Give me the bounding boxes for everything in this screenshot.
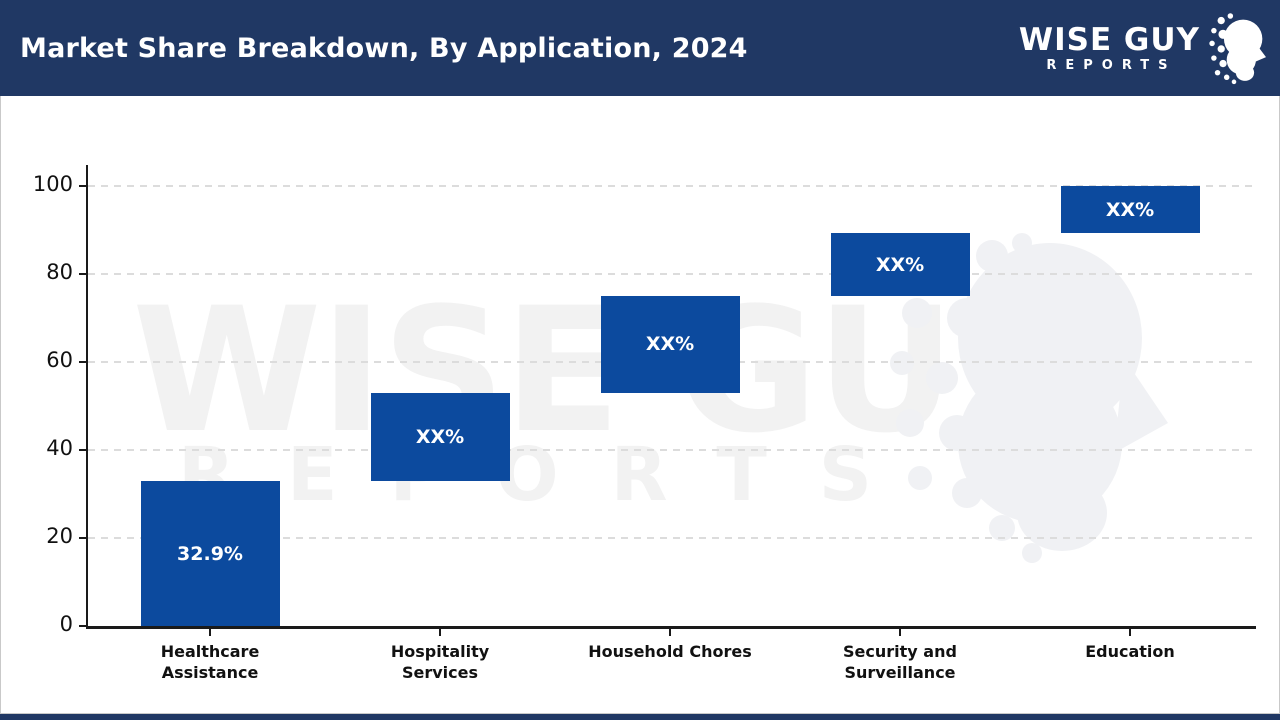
bar-value-label: XX%: [415, 426, 465, 449]
y-tick-label: 20: [46, 524, 73, 548]
page-title: Market Share Breakdown, By Application, …: [20, 32, 748, 64]
y-tick-mark: [79, 537, 88, 539]
y-tick-mark: [79, 185, 88, 187]
bar-value-label: 32.9%: [177, 542, 243, 565]
x-category-label-security-and-surveillance: Security and Surveillance: [790, 641, 1010, 683]
y-tick-label: 40: [46, 436, 73, 460]
gridline-100: [88, 185, 1256, 187]
gridline-80: [88, 273, 1256, 275]
x-category-label-line: Security and: [843, 642, 957, 661]
y-tick-label: 80: [46, 260, 73, 284]
bar-value-label: XX%: [645, 333, 695, 356]
x-category-label-line: Hospitality: [390, 642, 490, 661]
y-tick-mark: [79, 273, 88, 275]
x-category-label-household-chores: Household Chores: [560, 641, 780, 662]
x-tick-mark: [439, 629, 441, 636]
x-category-label-line: Household Chores: [588, 642, 752, 661]
gridline-20: [88, 537, 1256, 539]
x-category-label-education: Education: [1020, 641, 1240, 662]
y-tick-mark: [79, 361, 88, 363]
x-tick-mark: [669, 629, 671, 636]
x-category-label-healthcare-assistance: Healthcare Assistance: [100, 641, 320, 683]
bar-value-label: XX%: [1105, 198, 1155, 221]
bar-education: XX%: [1060, 186, 1200, 234]
bar-security-and-surveillance: XX%: [830, 233, 970, 296]
footer-bar: [0, 714, 1280, 720]
y-axis-line: [86, 165, 88, 629]
x-tick-mark: [1129, 629, 1131, 636]
x-category-label-line: Services: [401, 663, 479, 682]
x-axis-line: [86, 626, 1256, 629]
bar-household-chores: XX%: [600, 296, 740, 393]
wise-guy-reports-logo: WISE GUY REPORTS: [1019, 8, 1266, 88]
header-bar: Market Share Breakdown, By Application, …: [0, 0, 1280, 96]
logo-wiseguy-text: WISE GUY: [1018, 22, 1200, 58]
y-tick-label: 0: [59, 612, 73, 636]
x-category-label-line: Assistance: [161, 663, 259, 682]
x-category-label-line: Surveillance: [844, 663, 956, 682]
logo-reports-text: REPORTS: [1046, 58, 1177, 73]
y-tick-mark: [79, 625, 88, 627]
gridline-40: [88, 449, 1256, 451]
x-category-label-line: Education: [1085, 642, 1175, 661]
x-tick-mark: [899, 629, 901, 636]
bar-healthcare-assistance: 32.9%: [140, 481, 280, 626]
bar-value-label: XX%: [875, 253, 925, 276]
x-category-label-line: Healthcare: [160, 642, 260, 661]
y-tick-label: 60: [46, 348, 73, 372]
x-category-label-hospitality-services: Hospitality Services: [330, 641, 550, 683]
bar-hospitality-services: XX%: [370, 392, 510, 482]
logo-face-icon: [1209, 13, 1266, 85]
y-tick-label: 100: [32, 172, 73, 196]
y-tick-mark: [79, 449, 88, 451]
x-tick-mark: [209, 629, 211, 636]
